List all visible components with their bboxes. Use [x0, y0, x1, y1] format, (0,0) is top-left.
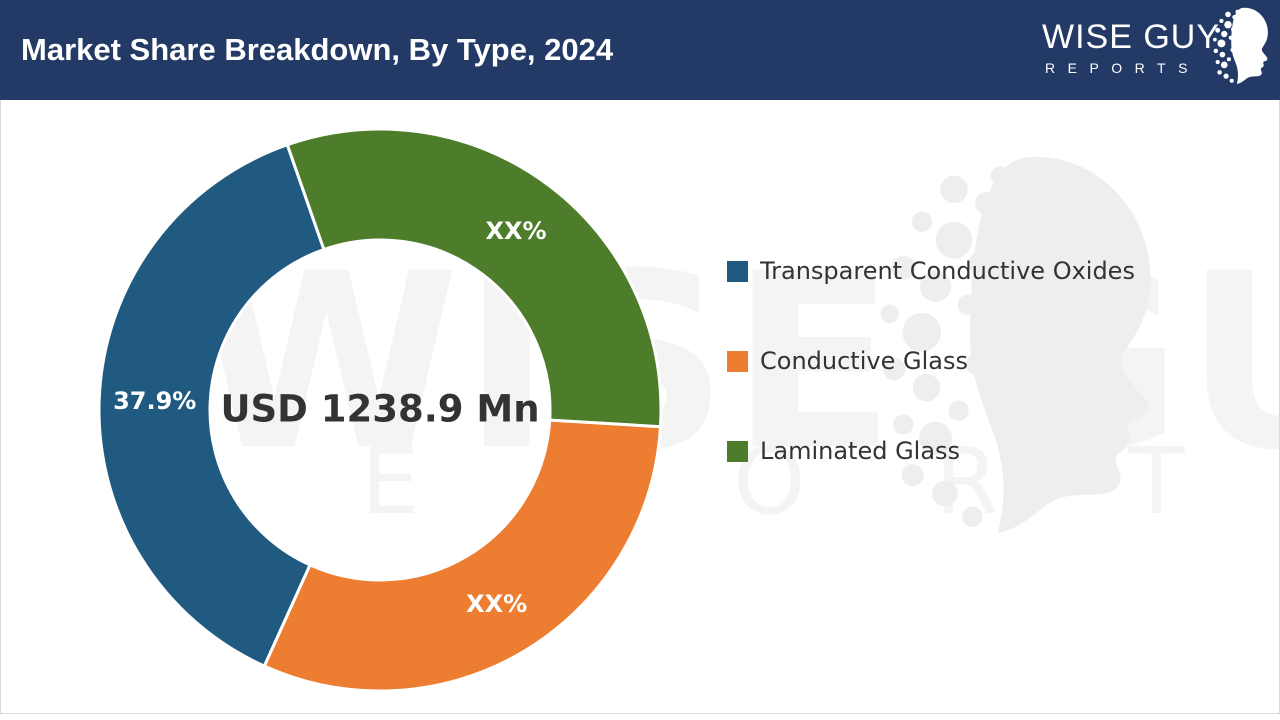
legend-item-laminated-glass[interactable]: Laminated Glass — [727, 437, 1135, 465]
segment-label-transparent-conductive-oxides: 37.9% — [113, 387, 196, 415]
legend-swatch-transparent-conductive-oxides — [727, 260, 748, 282]
chart-center-value: USD 1238.9 Mn — [220, 387, 540, 431]
brand-wordmark: WISE GUY — [1042, 18, 1221, 56]
brand-subtitle: REPORTS — [1045, 60, 1200, 76]
segment-label-conductive-glass: XX% — [466, 590, 527, 618]
legend-label: Conductive Glass — [760, 347, 968, 375]
header-bar: Market Share Breakdown, By Type, 2024 — [0, 0, 1280, 100]
donut-segment-conductive-glass[interactable] — [262, 418, 662, 693]
legend-item-transparent-conductive-oxides[interactable]: Transparent Conductive Oxides — [727, 257, 1135, 285]
legend-item-conductive-glass[interactable]: Conductive Glass — [727, 347, 1135, 375]
brand-face-icon — [1206, 6, 1278, 92]
donut-segment-laminated-glass[interactable] — [285, 127, 663, 429]
brand-logo: WISE GUY REPORTS — [1042, 18, 1220, 76]
donut-segment-transparent-conductive-oxides[interactable] — [97, 143, 326, 668]
page-title: Market Share Breakdown, By Type, 2024 — [21, 32, 614, 67]
segment-label-laminated-glass: XX% — [485, 217, 546, 245]
legend-label: Laminated Glass — [760, 437, 961, 465]
chart-legend: Transparent Conductive Oxides Conductive … — [727, 257, 1135, 527]
legend-swatch-laminated-glass — [727, 440, 748, 462]
legend-label: Transparent Conductive Oxides — [760, 257, 1135, 285]
legend-swatch-conductive-glass — [727, 350, 748, 372]
